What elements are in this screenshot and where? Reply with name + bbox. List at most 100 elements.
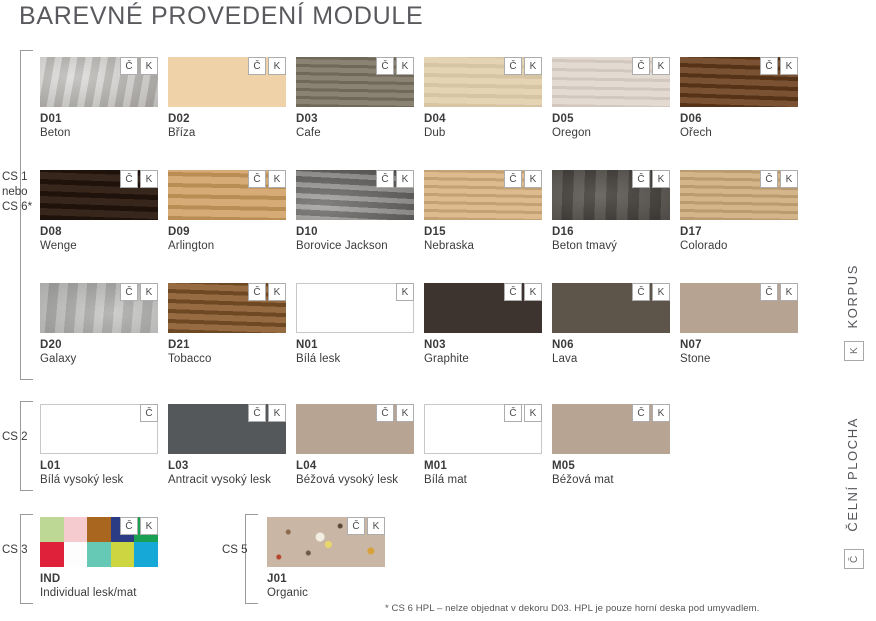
ind-cell: [63, 517, 88, 542]
swatch-card[interactable]: Č K D20 Galaxy: [40, 283, 158, 365]
swatch-card[interactable]: Č K D08 Wenge: [40, 170, 158, 252]
badge-group: Č K: [760, 283, 798, 301]
badge-body: K: [780, 170, 798, 188]
swatch-card[interactable]: Č K L04 Béžová vysoký lesk: [296, 404, 414, 486]
swatch-chip[interactable]: Č K: [424, 57, 542, 107]
badge-body: K: [780, 283, 798, 301]
group-label-cs5: CS 5: [222, 543, 248, 558]
group-bracket-cs1: [20, 50, 33, 380]
badge-group: Č K: [248, 57, 286, 75]
badge-front: Č: [760, 170, 778, 188]
swatch-card[interactable]: Č K D01 Beton: [40, 57, 158, 139]
swatch-chip[interactable]: Č K: [40, 57, 158, 107]
badge-body: K: [268, 170, 286, 188]
swatch-card[interactable]: Č K M05 Béžová mat: [552, 404, 670, 486]
swatch-card[interactable]: Č K M01 Bílá mat: [424, 404, 542, 486]
badge-group: Č K: [504, 283, 542, 301]
group-label-line: CS 3: [2, 544, 28, 556]
swatch-code: M05: [552, 460, 575, 472]
swatch-name: Ořech: [680, 127, 712, 139]
swatch-card[interactable]: Č K D05 Oregon: [552, 57, 670, 139]
badge-front: Č: [248, 283, 266, 301]
swatch-code: N03: [424, 339, 446, 351]
swatch-name: Organic: [267, 587, 308, 599]
badge-group: Č K: [120, 170, 158, 188]
swatch-chip[interactable]: Č K: [40, 283, 158, 333]
badge-group: Č K: [504, 57, 542, 75]
swatch-card[interactable]: Č K D17 Colorado: [680, 170, 798, 252]
swatch-card[interactable]: Č K D16 Beton tmavý: [552, 170, 670, 252]
badge-body: K: [396, 57, 414, 75]
swatch-chip[interactable]: Č K: [552, 404, 670, 454]
swatch-chip[interactable]: Č K: [296, 57, 414, 107]
badge-front: Č: [504, 57, 522, 75]
swatch-card[interactable]: Č L01 Bílá vysoký lesk: [40, 404, 158, 486]
swatch-card[interactable]: Č K D10 Borovice Jackson: [296, 170, 414, 252]
swatch-chip[interactable]: Č K: [40, 517, 158, 567]
badge-body: K: [652, 283, 670, 301]
swatch-chip[interactable]: Č K: [267, 517, 385, 567]
swatch-chip[interactable]: Č K: [40, 170, 158, 220]
swatch-card[interactable]: K N01 Bílá lesk: [296, 283, 414, 365]
swatch-chip[interactable]: Č K: [424, 404, 542, 454]
swatch-chip[interactable]: Č K: [424, 170, 542, 220]
swatch-chip[interactable]: Č K: [680, 57, 798, 107]
badge-group: Č K: [760, 170, 798, 188]
swatch-card[interactable]: Č K D09 Arlington: [168, 170, 286, 252]
swatch-name: Bílá mat: [424, 474, 467, 486]
swatch-name: Galaxy: [40, 353, 77, 365]
swatch-card[interactable]: Č K N07 Stone: [680, 283, 798, 365]
swatch-chip[interactable]: Č K: [296, 170, 414, 220]
swatch-chip[interactable]: Č K: [552, 57, 670, 107]
swatch-card[interactable]: Č K D15 Nebraska: [424, 170, 542, 252]
swatch-card[interactable]: Č K L03 Antracit vysoký lesk: [168, 404, 286, 486]
badge-front: Č: [376, 57, 394, 75]
swatch-code: IND: [40, 573, 61, 585]
swatch-chip[interactable]: Č K: [168, 283, 286, 333]
swatch-card[interactable]: Č K D03 Cafe: [296, 57, 414, 139]
swatch-chip[interactable]: K: [296, 283, 414, 333]
badge-front: Č: [760, 283, 778, 301]
swatch-card-ind[interactable]: Č K IND Individual lesk/mat: [40, 517, 158, 599]
swatch-card[interactable]: Č K J01 Organic: [267, 517, 385, 599]
swatch-name: Stone: [680, 353, 711, 365]
swatch-chip[interactable]: Č K: [424, 283, 542, 333]
side-badge-korpus: K: [844, 341, 864, 361]
badge-front: Č: [140, 404, 158, 422]
swatch-name: Colorado: [680, 240, 728, 252]
group-bracket-cs3: [20, 514, 33, 604]
swatch-code: D04: [424, 113, 446, 125]
swatch-code: D09: [168, 226, 190, 238]
swatch-chip[interactable]: Č K: [168, 404, 286, 454]
swatch-chip[interactable]: Č K: [168, 57, 286, 107]
swatch-code: M01: [424, 460, 447, 472]
swatch-name: Individual lesk/mat: [40, 587, 137, 599]
swatch-chip[interactable]: Č K: [680, 283, 798, 333]
swatch-code: D10: [296, 226, 318, 238]
swatch-chip[interactable]: Č K: [552, 283, 670, 333]
swatch-card[interactable]: Č K N03 Graphite: [424, 283, 542, 365]
side-label-celni-plocha: ČELNÍ PLOCHA: [845, 417, 860, 532]
badge-group: Č K: [632, 283, 670, 301]
badge-group: Č: [140, 404, 158, 422]
swatch-card[interactable]: Č K N06 Lava: [552, 283, 670, 365]
swatch-chip[interactable]: Č K: [296, 404, 414, 454]
swatch-card[interactable]: Č K D06 Ořech: [680, 57, 798, 139]
swatch-chip[interactable]: Č K: [552, 170, 670, 220]
swatch-chip[interactable]: Č: [40, 404, 158, 454]
swatch-card[interactable]: Č K D02 Bříza: [168, 57, 286, 139]
badge-body: K: [652, 57, 670, 75]
swatch-name: Bílá vysoký lesk: [40, 474, 124, 486]
swatch-chip[interactable]: Č K: [168, 170, 286, 220]
swatch-card[interactable]: Č K D21 Tobacco: [168, 283, 286, 365]
badge-body: K: [780, 57, 798, 75]
swatch-code: D20: [40, 339, 62, 351]
group-bracket-cs2: [20, 401, 33, 491]
badge-group: Č K: [632, 57, 670, 75]
ind-cell: [134, 542, 158, 567]
badge-front: Č: [248, 57, 266, 75]
swatch-code: D05: [552, 113, 574, 125]
swatch-card[interactable]: Č K D04 Dub: [424, 57, 542, 139]
badge-front: Č: [347, 517, 365, 535]
swatch-chip[interactable]: Č K: [680, 170, 798, 220]
